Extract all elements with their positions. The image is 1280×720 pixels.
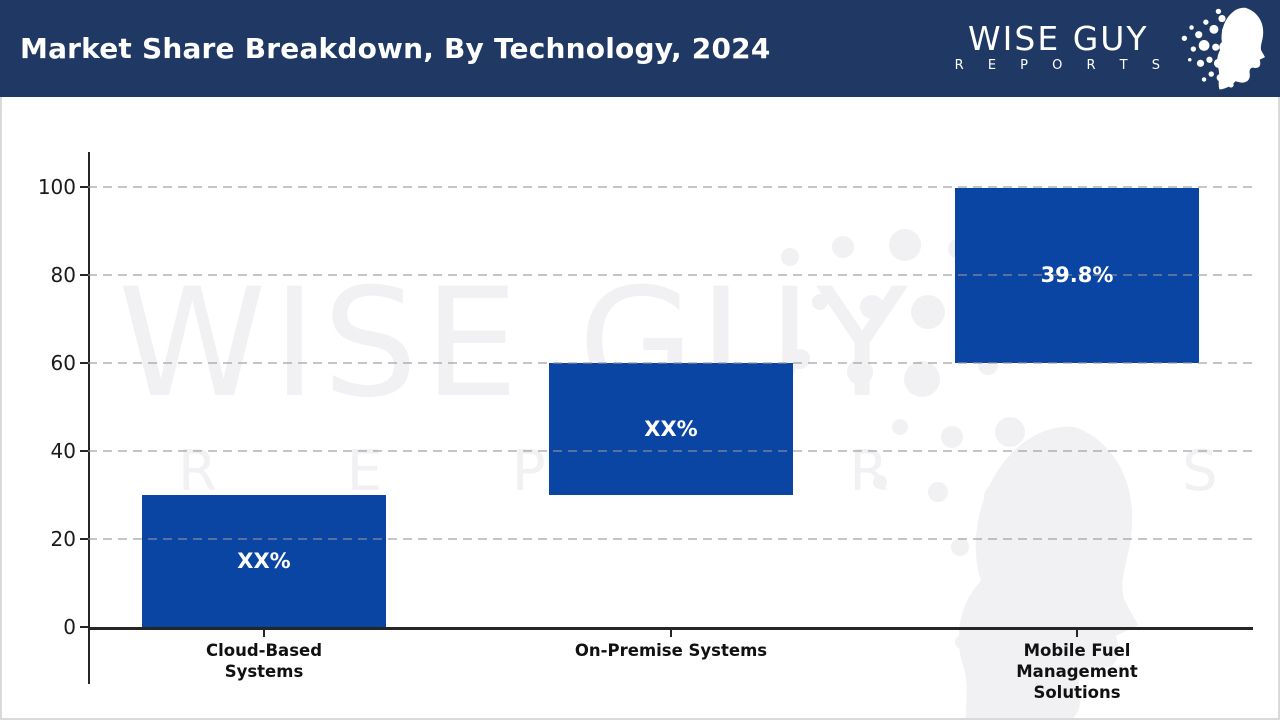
bar-cloud-based-systems — [142, 495, 386, 627]
x-category-label: Mobile Fuel Management Solutions — [1016, 640, 1137, 703]
y-tick-0 — [80, 626, 88, 628]
y-tick-40 — [80, 450, 88, 452]
x-category-label-line: Cloud-Based — [205, 641, 323, 660]
y-tick-80 — [80, 274, 88, 276]
page-title: Market Share Breakdown, By Technology, 2… — [20, 32, 771, 65]
y-axis-line — [88, 152, 90, 684]
x-tick-1 — [670, 630, 672, 637]
x-category-label: Cloud-Based Systems — [206, 640, 322, 682]
frame-bottom — [0, 718, 1280, 720]
x-tick-0 — [263, 630, 265, 637]
brand-name: WISE GUY — [968, 19, 1149, 58]
bar-value-label: 39.8% — [1040, 263, 1114, 288]
y-tick-label-20: 20 — [50, 527, 76, 551]
gridline-80 — [88, 274, 1253, 276]
gridline-100 — [88, 186, 1253, 188]
frame-right — [1278, 97, 1280, 720]
bar-value-label: XX% — [644, 417, 698, 441]
gridline-40 — [88, 450, 1253, 452]
y-tick-label-60: 60 — [50, 351, 76, 375]
y-tick-20 — [80, 538, 88, 540]
bar-value-label: XX% — [237, 549, 291, 573]
x-category-label-line: Systems — [224, 662, 304, 681]
brand-logo-text: WISE GUY R E P O R T S — [947, 19, 1170, 74]
gridline-20 — [88, 538, 1253, 540]
y-tick-label-80: 80 — [50, 263, 76, 287]
y-tick-60 — [80, 362, 88, 364]
chart-plot-area: WISE GUY R E P O R T S 020406080100XX%Cl… — [0, 97, 1280, 720]
brand-face-icon — [1181, 7, 1265, 90]
brand-subtitle: R E P O R T S — [954, 58, 1170, 73]
x-tick-2 — [1076, 630, 1078, 637]
brand-logo: WISE GUY R E P O R T S — [955, 6, 1270, 92]
x-category-label-line: Mobile Fuel — [1023, 641, 1131, 660]
gridline-60 — [88, 362, 1253, 364]
x-category-label: On-Premise Systems — [575, 640, 767, 661]
y-tick-label-40: 40 — [50, 439, 76, 463]
header-bar: Market Share Breakdown, By Technology, 2… — [0, 0, 1280, 97]
bar-on-premise-systems — [549, 363, 793, 495]
y-tick-100 — [80, 186, 88, 188]
frame-left — [0, 97, 2, 720]
y-tick-label-0: 0 — [63, 615, 76, 639]
x-category-label-line: On-Premise Systems — [574, 641, 768, 660]
x-axis-line — [88, 627, 1253, 630]
x-category-label-line: Management — [1016, 662, 1138, 681]
x-category-label-line: Solutions — [1033, 683, 1121, 702]
y-tick-label-100: 100 — [37, 175, 76, 199]
